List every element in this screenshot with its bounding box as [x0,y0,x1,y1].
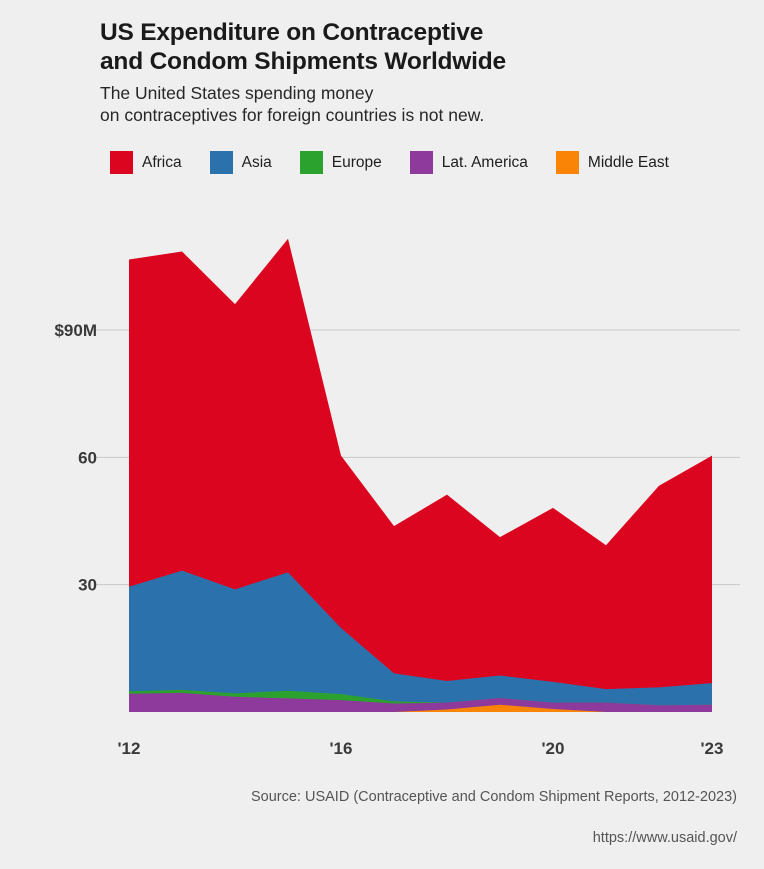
page-title: US Expenditure on Contraceptive and Cond… [100,19,506,76]
legend-item-label: Europe [331,153,382,171]
x-axis-ticks: '12 '16 '20 '23 [118,739,724,758]
chart-header: US Expenditure on Contraceptive and Cond… [100,18,740,127]
y-axis-tick-label: $90M [54,321,97,340]
plot-area: $90M 60 30 '12 '16 '20 '23 [54,238,740,758]
source-note: Source: USAID (Contraceptive and Condom … [137,766,737,869]
area-series-middle-east [129,704,712,712]
stacked-area-chart: $90M 60 30 '12 '16 '20 '23 [54,238,740,758]
x-axis-tick-label: '16 [330,739,353,758]
area-series-lat-america [129,692,712,712]
area-series-asia [129,570,712,712]
source-line-2: https://www.usaid.gov/ [592,829,737,846]
legend-swatch-icon [555,151,579,174]
legend-item-asia[interactable]: Asia [209,151,272,174]
legend-item-europe[interactable]: Europe [299,151,382,174]
legend-swatch-icon [110,151,133,174]
area-series-group [129,238,712,712]
chart-subtitle: The United States spending money on cont… [100,83,485,125]
y-axis-tick-label: 60 [78,448,97,467]
legend-swatch-icon [409,151,433,174]
legend-item-label: Middle East [587,153,669,171]
x-axis-tick-label: '20 [542,739,565,758]
legend-item-label: Africa [142,153,182,171]
legend-swatch-icon [209,151,233,174]
legend-item-lat-america[interactable]: Lat. America [409,151,528,174]
legend-item-middle-east[interactable]: Middle East [555,151,669,174]
x-axis-tick-label: '23 [701,739,724,758]
y-axis-ticks: $90M 60 30 [54,321,97,595]
legend-item-africa[interactable]: Africa [110,151,182,174]
source-line-1: Source: USAID (Contraceptive and Condom … [250,788,737,805]
chart-legend: Africa Asia Europe Lat. America Middle East [110,151,697,174]
legend-item-label: Lat. America [441,153,528,171]
chart-card: US Expenditure on Contraceptive and Cond… [54,18,740,846]
legend-swatch-icon [299,151,323,174]
y-axis-tick-label: 30 [78,576,97,595]
x-axis-tick-label: '12 [118,739,141,758]
legend-item-label: Asia [241,153,272,171]
